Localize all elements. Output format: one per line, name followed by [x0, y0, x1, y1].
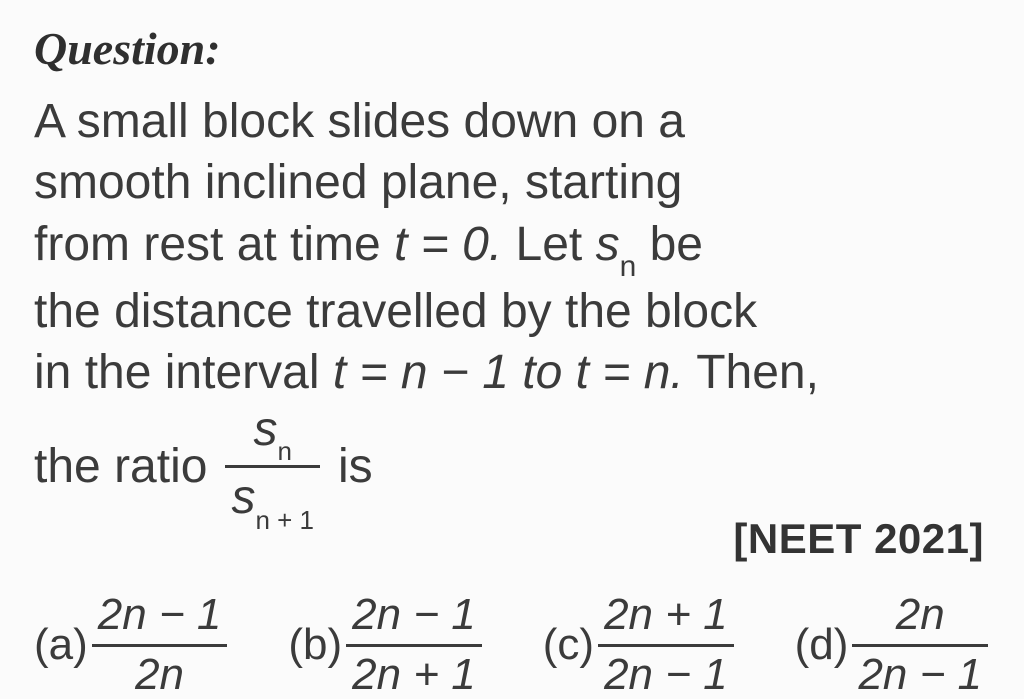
option-d-frac: 2n 2n − 1: [852, 591, 988, 699]
ratio-num-sub: n: [277, 436, 291, 466]
body-l5a: in the interval: [34, 346, 333, 399]
body-l3-sub: n: [620, 250, 637, 283]
body-l3a: from rest at time: [34, 218, 394, 271]
body-line-3: from rest at time t = 0. Let sn be: [34, 214, 990, 281]
body-line-5: in the interval t = n − 1 to t = n. Then…: [34, 342, 990, 403]
body-l6a: the ratio: [34, 436, 207, 497]
ratio-den-sub: n + 1: [255, 505, 314, 535]
ratio-num-base: s: [253, 403, 277, 456]
body-line-4: the distance travelled by the block: [34, 281, 990, 342]
body-l3-eq0: t = 0.: [394, 218, 502, 271]
body-l6b: is: [338, 436, 373, 497]
ratio-den-base: s: [231, 471, 255, 524]
body-l5b: Then,: [684, 346, 819, 399]
option-c-frac: 2n + 1 2n − 1: [598, 591, 734, 699]
question-heading: Question:: [34, 22, 990, 75]
option-c[interactable]: (c) 2n + 1 2n − 1: [543, 591, 734, 699]
option-a-label: (a): [34, 620, 88, 670]
option-a[interactable]: (a) 2n − 1 2n: [34, 591, 227, 699]
option-a-bar: [92, 644, 228, 647]
options-row: (a) 2n − 1 2n (b) 2n − 1 2n + 1 (c) 2n +…: [34, 591, 990, 699]
body-line-1: A small block slides down on a: [34, 91, 990, 152]
option-d-label: (d): [795, 620, 849, 670]
ratio-den: sn + 1: [225, 472, 320, 529]
option-c-label: (c): [543, 620, 594, 670]
body-line-6: the ratio sn sn + 1 is: [34, 404, 990, 529]
body-line-2: smooth inclined plane, starting: [34, 152, 990, 213]
option-a-frac: 2n − 1 2n: [92, 591, 228, 699]
option-d-bar: [852, 644, 988, 647]
option-a-num: 2n − 1: [92, 591, 228, 639]
option-c-num: 2n + 1: [598, 591, 734, 639]
body-l3c: be: [636, 218, 703, 271]
body-l3-s: s: [596, 218, 620, 271]
body-l3b: Let: [502, 218, 595, 271]
option-d[interactable]: (d) 2n 2n − 1: [795, 591, 988, 699]
source-row: [NEET 2021]: [34, 515, 990, 563]
option-b-num: 2n − 1: [346, 591, 482, 639]
option-b[interactable]: (b) 2n − 1 2n + 1: [288, 591, 481, 699]
question-card: Question: A small block slides down on a…: [0, 0, 1024, 692]
ratio-num: sn: [247, 404, 297, 461]
option-b-frac: 2n − 1 2n + 1: [346, 591, 482, 699]
ratio-fraction: sn sn + 1: [225, 404, 320, 529]
body-l5-eq: t = n − 1 to t = n.: [333, 346, 684, 399]
option-b-label: (b): [288, 620, 342, 670]
option-d-num: 2n: [890, 591, 951, 639]
source-tag: [NEET 2021]: [733, 515, 984, 563]
ratio-bar: [225, 465, 320, 468]
option-c-bar: [598, 644, 734, 647]
option-b-bar: [346, 644, 482, 647]
question-body: A small block slides down on a smooth in…: [34, 91, 990, 529]
